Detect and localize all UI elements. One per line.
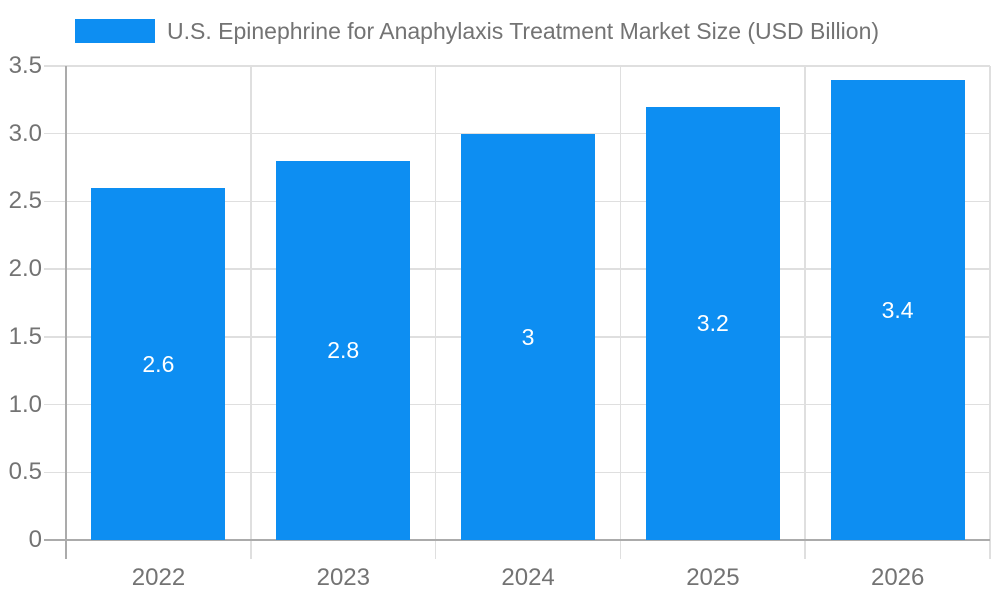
y-axis-label-0: 0 (28, 526, 42, 553)
y-axis-label-3.0: 3.0 (8, 119, 42, 147)
legend-swatch (75, 19, 155, 43)
bar-2025[interactable] (645, 106, 780, 540)
gridline-x-boundary-4 (804, 66, 806, 559)
x-axis-label-2026: 2026 (870, 564, 925, 591)
bar-2024[interactable] (461, 133, 595, 540)
y-axis-line (65, 66, 67, 559)
x-axis-label-2023: 2023 (316, 564, 370, 591)
x-axis-label-2024: 2024 (501, 564, 555, 591)
plot-area: 3.5 3.0 2.5 2.0 1.5 1.0 0.5 0 2.6 2022 2.8 2023 3 202… (9, 53, 991, 591)
y-axis-label-2.0: 2.0 (8, 255, 42, 283)
gridline-y-3.5 (44, 65, 990, 67)
bar-2026[interactable] (830, 79, 965, 540)
bar-2022[interactable] (91, 187, 226, 540)
gridline-x-boundary-5 (989, 66, 991, 559)
bar-value-label-2022: 2.6 (142, 350, 175, 377)
chart-title: U.S. Epinephrine for Anaphylaxis Treatme… (167, 18, 880, 44)
y-axis-label-0.5: 0.5 (8, 458, 42, 486)
bar-2023[interactable] (276, 160, 411, 540)
x-axis-line (44, 539, 990, 541)
y-axis-label-1.0: 1.0 (8, 390, 42, 418)
y-axis-label-2.5: 2.5 (8, 187, 42, 215)
gridline-x-boundary-3 (619, 66, 622, 559)
x-axis-label-2025: 2025 (686, 564, 740, 591)
bar-value-label-2025: 3.2 (696, 310, 729, 337)
gridline-x-boundary-1 (250, 66, 252, 559)
bar-value-label-2023: 2.8 (327, 337, 360, 364)
bar-value-label-2026: 3.4 (881, 296, 914, 323)
gridline-x-boundary-2 (434, 66, 437, 559)
y-axis-label-1.5: 1.5 (8, 322, 42, 350)
bar-value-label-2024: 3 (521, 323, 535, 350)
x-axis-label-2022: 2022 (131, 564, 186, 591)
y-axis-label-3.5: 3.5 (8, 52, 42, 79)
